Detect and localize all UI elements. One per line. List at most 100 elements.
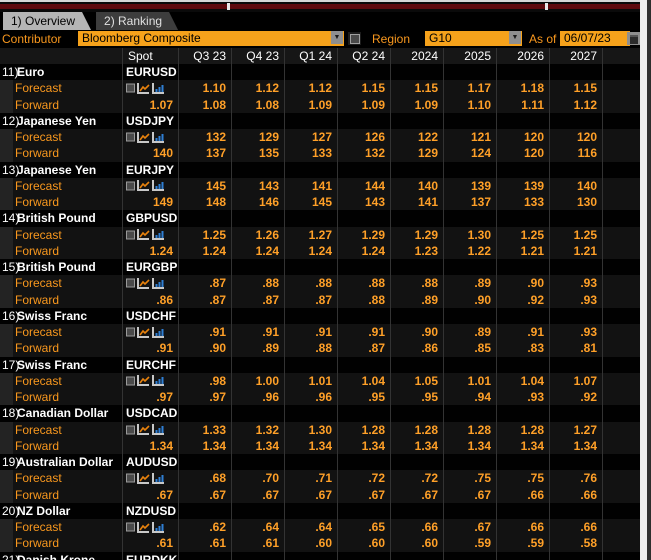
currency-label-cell[interactable]: 19)Australian Dollar bbox=[0, 454, 122, 470]
col-header[interactable]: 2026 bbox=[496, 48, 549, 64]
currency-name: Japanese Yen bbox=[17, 162, 97, 177]
filler-cell bbox=[602, 161, 640, 178]
col-header[interactable]: Q3 23 bbox=[178, 48, 231, 64]
grid-square-icon[interactable] bbox=[126, 327, 135, 337]
calendar-button[interactable] bbox=[627, 32, 640, 45]
currency-label-cell[interactable]: 21)Danish Krone bbox=[0, 552, 122, 560]
grid-square-icon[interactable] bbox=[126, 376, 135, 386]
filler-cell bbox=[602, 64, 640, 81]
forecast-table: 11)Euro EURUSD Forecast 1.10 1.12 1.12 1.15 1.1… bbox=[0, 64, 640, 560]
forecast-row: Forecast 145 143 141 144 140 139 139 140 bbox=[0, 177, 640, 194]
col-header[interactable]: Q2 24 bbox=[337, 48, 390, 64]
chevron-down-icon[interactable]: ▼ bbox=[509, 31, 521, 44]
forward-value: .90 bbox=[178, 340, 231, 357]
empty-cell bbox=[231, 161, 284, 178]
empty-cell bbox=[337, 307, 390, 324]
ticker: EURDKK bbox=[122, 551, 178, 560]
grid-square-icon[interactable] bbox=[126, 83, 135, 93]
empty-cell bbox=[496, 307, 549, 324]
line-chart-icon[interactable] bbox=[137, 472, 150, 484]
line-chart-icon[interactable] bbox=[137, 180, 150, 192]
forward-value: .95 bbox=[390, 389, 443, 406]
contributor-dropdown[interactable]: Bloomberg Composite ▼ bbox=[78, 31, 344, 46]
filler-cell bbox=[602, 356, 640, 373]
grid-square-icon[interactable] bbox=[126, 230, 135, 240]
forecast-tools bbox=[122, 519, 178, 536]
bar-chart-icon[interactable] bbox=[152, 521, 165, 533]
bar-chart-icon[interactable] bbox=[152, 326, 165, 338]
forward-value: 1.34 bbox=[390, 437, 443, 454]
currency-label-cell[interactable]: 14)British Pound bbox=[0, 210, 122, 226]
col-header[interactable]: 2027 bbox=[549, 48, 602, 64]
forward-value: 145 bbox=[284, 194, 337, 211]
line-chart-icon[interactable] bbox=[137, 375, 150, 387]
line-chart-icon[interactable] bbox=[137, 521, 150, 533]
empty-cell bbox=[390, 356, 443, 373]
forward-value: .67 bbox=[390, 486, 443, 503]
currency-label-cell[interactable]: 12)Japanese Yen bbox=[0, 113, 122, 129]
forecast-label: Forecast bbox=[0, 226, 122, 243]
currency-label-cell[interactable]: 18)Canadian Dollar bbox=[0, 405, 122, 421]
forecast-value: .87 bbox=[178, 275, 231, 292]
line-chart-icon[interactable] bbox=[137, 277, 150, 289]
line-chart-icon[interactable] bbox=[137, 424, 150, 436]
col-header[interactable]: 2025 bbox=[443, 48, 496, 64]
region-toggle-button[interactable] bbox=[348, 32, 361, 45]
col-header[interactable]: Q4 23 bbox=[231, 48, 284, 64]
currency-row: 18)Canadian Dollar USDCAD bbox=[0, 405, 640, 422]
empty-cell bbox=[390, 210, 443, 227]
forward-value: 133 bbox=[496, 194, 549, 211]
empty-cell bbox=[443, 307, 496, 324]
chrome-tick bbox=[545, 3, 548, 10]
empty-cell bbox=[231, 210, 284, 227]
asof-date-field[interactable]: 06/07/23 bbox=[560, 31, 630, 46]
grid-square-icon[interactable] bbox=[126, 522, 135, 532]
forward-value: 130 bbox=[549, 194, 602, 211]
line-chart-icon[interactable] bbox=[137, 326, 150, 338]
grid-square-icon[interactable] bbox=[126, 181, 135, 191]
bar-chart-icon[interactable] bbox=[152, 131, 165, 143]
grid-square-icon[interactable] bbox=[126, 425, 135, 435]
filler-cell bbox=[602, 210, 640, 227]
currency-label-cell[interactable]: 20)NZ Dollar bbox=[0, 503, 122, 519]
bar-chart-icon[interactable] bbox=[152, 229, 165, 241]
bar-chart-icon[interactable] bbox=[152, 375, 165, 387]
col-header[interactable]: 2024 bbox=[390, 48, 443, 64]
forecast-row: Forecast .98 1.00 1.01 1.04 1.05 1.01 1.04 1.07 bbox=[0, 372, 640, 389]
currency-label-cell[interactable]: 13)Japanese Yen bbox=[0, 162, 122, 178]
grid-square-icon[interactable] bbox=[126, 278, 135, 288]
forecast-value: .70 bbox=[231, 470, 284, 487]
bar-chart-icon[interactable] bbox=[152, 277, 165, 289]
bar-chart-icon[interactable] bbox=[152, 472, 165, 484]
col-header[interactable]: Q1 24 bbox=[284, 48, 337, 64]
bar-chart-icon[interactable] bbox=[152, 82, 165, 94]
chevron-down-icon[interactable]: ▼ bbox=[331, 31, 343, 44]
forecast-value: 1.29 bbox=[337, 226, 390, 243]
forward-row: Forward 1.07 1.08 1.08 1.09 1.09 1.09 1.10 1.11 1… bbox=[0, 96, 640, 113]
region-dropdown[interactable]: G10 ▼ bbox=[425, 31, 522, 46]
tab-ranking[interactable]: 2) Ranking bbox=[96, 12, 178, 30]
empty-cell bbox=[337, 210, 390, 227]
tab-overview[interactable]: 1) Overview bbox=[3, 12, 91, 30]
currency-label-cell[interactable]: 17)Swiss Franc bbox=[0, 357, 122, 373]
currency-label-cell[interactable]: 15)British Pound bbox=[0, 259, 122, 275]
currency-label-cell[interactable]: 11)Euro bbox=[0, 64, 122, 80]
line-chart-icon[interactable] bbox=[137, 229, 150, 241]
grid-square-icon[interactable] bbox=[126, 473, 135, 483]
forward-value: .87 bbox=[178, 291, 231, 308]
line-chart-icon[interactable] bbox=[137, 131, 150, 143]
bar-chart-icon[interactable] bbox=[152, 180, 165, 192]
forecast-value: 1.04 bbox=[337, 372, 390, 389]
filler-cell bbox=[602, 535, 640, 552]
window-right-margin bbox=[647, 0, 651, 560]
bar-chart-icon[interactable] bbox=[152, 424, 165, 436]
forecast-value: .72 bbox=[390, 470, 443, 487]
grid-square-icon[interactable] bbox=[126, 132, 135, 142]
line-chart-icon[interactable] bbox=[137, 82, 150, 94]
empty-cell bbox=[284, 64, 337, 81]
column-header-row: Spot Q3 23 Q4 23 Q1 24 Q2 24 2024 2025 2026 2027 bbox=[0, 48, 640, 64]
forecast-value: .91 bbox=[337, 324, 390, 341]
currency-label-cell[interactable]: 16)Swiss Franc bbox=[0, 308, 122, 324]
currency-row: 20)NZ Dollar NZDUSD bbox=[0, 502, 640, 519]
forward-value: .94 bbox=[443, 389, 496, 406]
